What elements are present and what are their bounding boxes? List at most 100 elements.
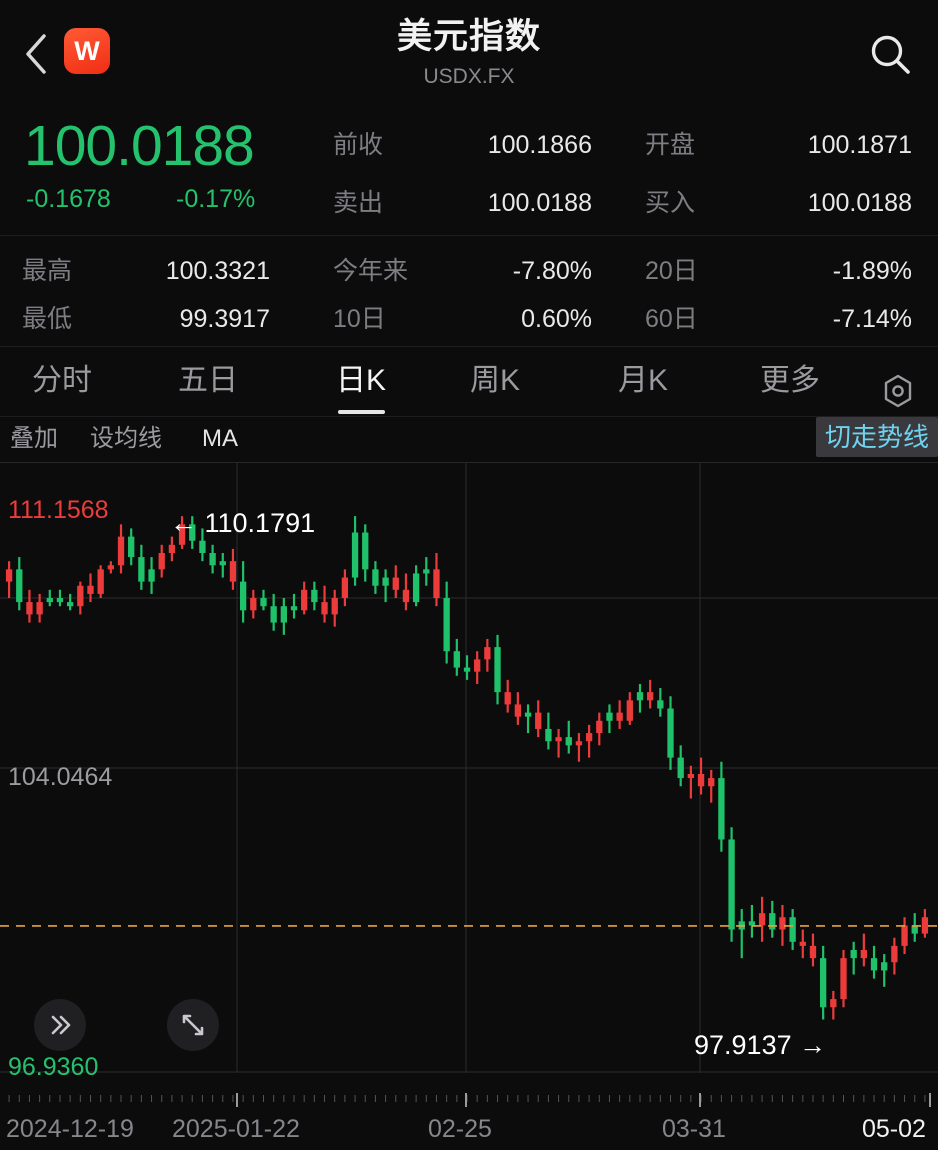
candle-body [881,962,888,971]
candle-body [331,598,338,615]
high-annotation: ← 110.1791 [170,508,315,538]
back-icon[interactable] [22,32,52,76]
tab-monthly-k[interactable]: 月K [618,364,669,397]
candle-body [239,581,247,611]
candle-body [514,704,522,717]
x-tick-label-0: 2024-12-19 [6,1115,134,1143]
tab-fenshi[interactable]: 分时 [32,364,92,397]
candle-body [636,692,644,701]
candle-body [250,598,257,611]
candle-body [779,917,786,930]
candle-body [229,561,237,582]
stats-block: 最高 100.3321 今年来 -7.80% 20日 -1.89% 最低 99.… [0,235,938,346]
stat-value-low: 99.3917 [179,305,270,333]
candle-body [677,757,684,779]
tab-five-day[interactable]: 五日 [178,364,238,397]
candle-body [412,573,420,603]
x-tick-label-2: 02-25 [428,1115,492,1143]
chart-canvas[interactable] [0,463,938,1073]
candle-body [474,659,481,672]
search-icon[interactable] [866,30,916,80]
candle-body [535,712,542,729]
candle-body [16,569,23,603]
low-annotation-value: 97.9137 [694,1030,792,1060]
x-tick-label-1: 2025-01-22 [172,1115,300,1143]
symbol-code: USDX.FX [423,65,515,88]
candle-body [77,585,84,607]
candle-body [718,778,725,840]
quote-value-bid: 100.0188 [807,189,912,217]
app-logo[interactable]: W [64,28,110,74]
high-annotation-value: 110.1791 [204,508,316,538]
low-annotation: 97.9137 → [694,1030,826,1060]
candlestick-chart[interactable] [0,462,938,1073]
candle-body [840,958,847,1000]
candle-body [667,708,674,758]
overlay-button[interactable]: 叠加 [10,425,58,452]
quote-label-bid: 买入 [645,189,696,217]
stat-label-low: 最低 [22,305,73,333]
arrow-right-glyph: → [791,1030,827,1060]
candle-body [616,712,623,721]
candle-body [382,577,389,586]
candle-body [484,647,491,660]
candle-body [494,647,501,693]
stat-value-60d: -7.14% [832,305,912,333]
candle-body [372,569,379,586]
ma-label[interactable]: MA [202,425,238,452]
x-tick-label-3: 03-31 [662,1115,726,1143]
candle-body [341,577,349,599]
candle-body [575,741,583,746]
change-percent: -0.17% [176,185,256,213]
candle-body [189,524,196,541]
candle-body [351,532,359,578]
candle-body [891,945,898,963]
double-chevron-right-icon[interactable] [34,999,86,1051]
candle-body [148,569,155,582]
stat-label-20d: 20日 [645,257,698,285]
candle-body [901,925,908,946]
candle-body [769,913,776,930]
tab-daily-k[interactable]: 日K [336,364,387,397]
candle-body [433,569,440,599]
switch-trend-line-button[interactable]: 切走势线 [815,417,938,457]
tab-more[interactable]: 更多 [760,364,820,397]
candle-body [138,557,145,582]
candle-body [46,598,53,603]
candle-body [453,651,460,668]
candle-body [290,606,298,611]
candle-body [443,598,450,652]
chart-low-label: 96.9360 [8,1053,99,1081]
candle-body [606,712,613,721]
stat-value-20d: -1.89% [832,257,912,285]
hexagon-settings-icon[interactable] [876,369,920,413]
candle-body [708,778,715,787]
candle-body [799,941,806,946]
candle-body [697,773,705,787]
candle-body [585,733,593,742]
stat-value-high: 100.3321 [165,257,270,285]
candle-body [168,544,176,553]
arrow-left-glyph: ← [170,508,205,538]
candle-body [565,737,572,746]
candle-body [199,540,206,553]
candle-body [56,598,64,603]
candle-body [860,949,868,959]
quote-value-prev-close: 100.1866 [487,131,592,159]
candle-body [97,569,104,594]
candle-body [260,598,267,607]
chart-mid-label: 104.0464 [8,763,113,791]
candle-body [311,589,318,603]
quote-label-prev-close: 前收 [333,131,384,159]
candle-body [504,692,511,705]
tab-weekly-k[interactable]: 周K [470,364,521,397]
expand-arrows-icon[interactable] [167,999,219,1051]
x-axis: 2024-12-19 2025-01-22 02-25 03-31 05-02 [0,1093,938,1150]
candle-body [66,602,74,607]
ma-setting-button[interactable]: 设均线 [90,425,162,452]
quote-label-open: 开盘 [645,131,696,159]
header-bar: W 美元指数 USDX.FX [0,0,938,110]
last-price: 100.0188 [24,114,255,178]
stat-value-10d: 0.60% [521,305,592,333]
